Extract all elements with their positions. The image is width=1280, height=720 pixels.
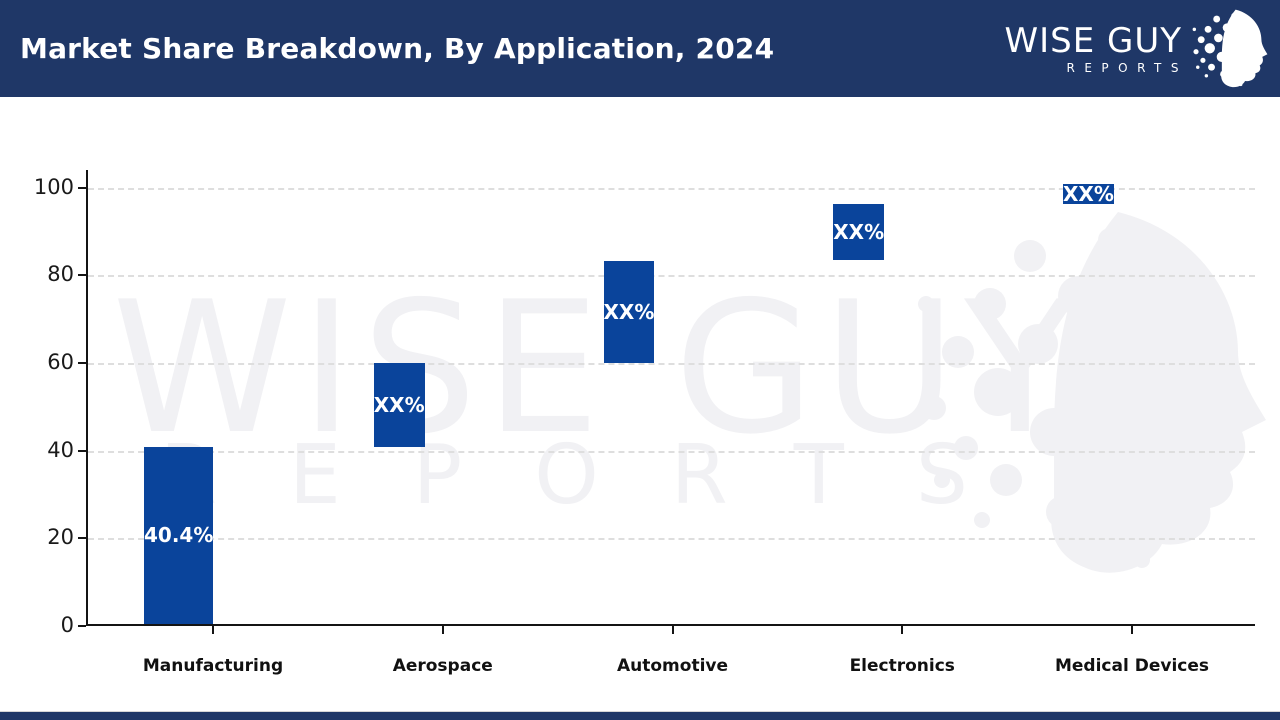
x-tick-mark (212, 626, 214, 634)
gridline-40 (88, 450, 1255, 453)
y-tick-mark (78, 537, 86, 540)
bar-value-label: 40.4% (144, 523, 214, 548)
x-tick-mark (441, 626, 444, 634)
header-bar: Market Share Breakdown, By Application, … (0, 0, 1280, 97)
bar-value-label: XX% (373, 392, 425, 417)
gridline-20 (88, 538, 1255, 541)
category-label: Electronics (849, 656, 955, 676)
gridline-80 (88, 275, 1255, 278)
bar-value-label: XX% (603, 299, 655, 324)
y-tick-mark (78, 274, 86, 277)
bar-manufacturing: 40.4% (144, 446, 214, 624)
logo-text: WISE GUY REPORTS (1004, 24, 1182, 75)
footer-bar (0, 712, 1280, 720)
bar-value-label: XX% (1063, 181, 1114, 206)
y-tick-mark (78, 625, 86, 627)
bar-electronics: XX% (833, 203, 885, 261)
y-tick-mark (78, 361, 86, 364)
dotted-head-icon (1184, 7, 1270, 93)
gridline-60 (88, 362, 1255, 365)
x-tick-mark (901, 626, 904, 634)
y-tick-label: 80 (47, 262, 74, 287)
category-label: Medical Devices (1054, 656, 1209, 676)
bar-aerospace: XX% (373, 362, 425, 447)
category-label: Aerospace (392, 656, 493, 676)
y-tick-label: 20 (47, 525, 74, 550)
page-title: Market Share Breakdown, By Application, … (20, 32, 775, 65)
gridline-100 (88, 187, 1255, 190)
x-tick-mark (671, 626, 674, 634)
y-tick-label: 60 (47, 349, 74, 374)
y-tick-mark (78, 449, 86, 452)
bar-automotive: XX% (603, 260, 655, 363)
category-label: Automotive (616, 656, 729, 676)
bar-medical-devices: XX% (1063, 181, 1114, 206)
x-tick-mark (1131, 626, 1133, 634)
y-tick-label: 0 (60, 613, 74, 637)
logo-wordmark: WISE GUY (1004, 21, 1182, 61)
wise-guy-reports-logo: WISE GUY REPORTS (1004, 4, 1270, 94)
bar-value-label: XX% (833, 220, 885, 245)
y-tick-mark (78, 186, 86, 189)
footer-divider (0, 711, 1280, 712)
y-tick-label: 40 (47, 437, 74, 462)
logo-subtitle: REPORTS (1066, 61, 1188, 75)
y-tick-label: 100 (33, 174, 74, 199)
category-label: Manufacturing (142, 656, 284, 676)
chart-plot-area: 0 20 40 60 80 100 40.4% Manufacturing XX% Aerospa… (34, 170, 1255, 676)
